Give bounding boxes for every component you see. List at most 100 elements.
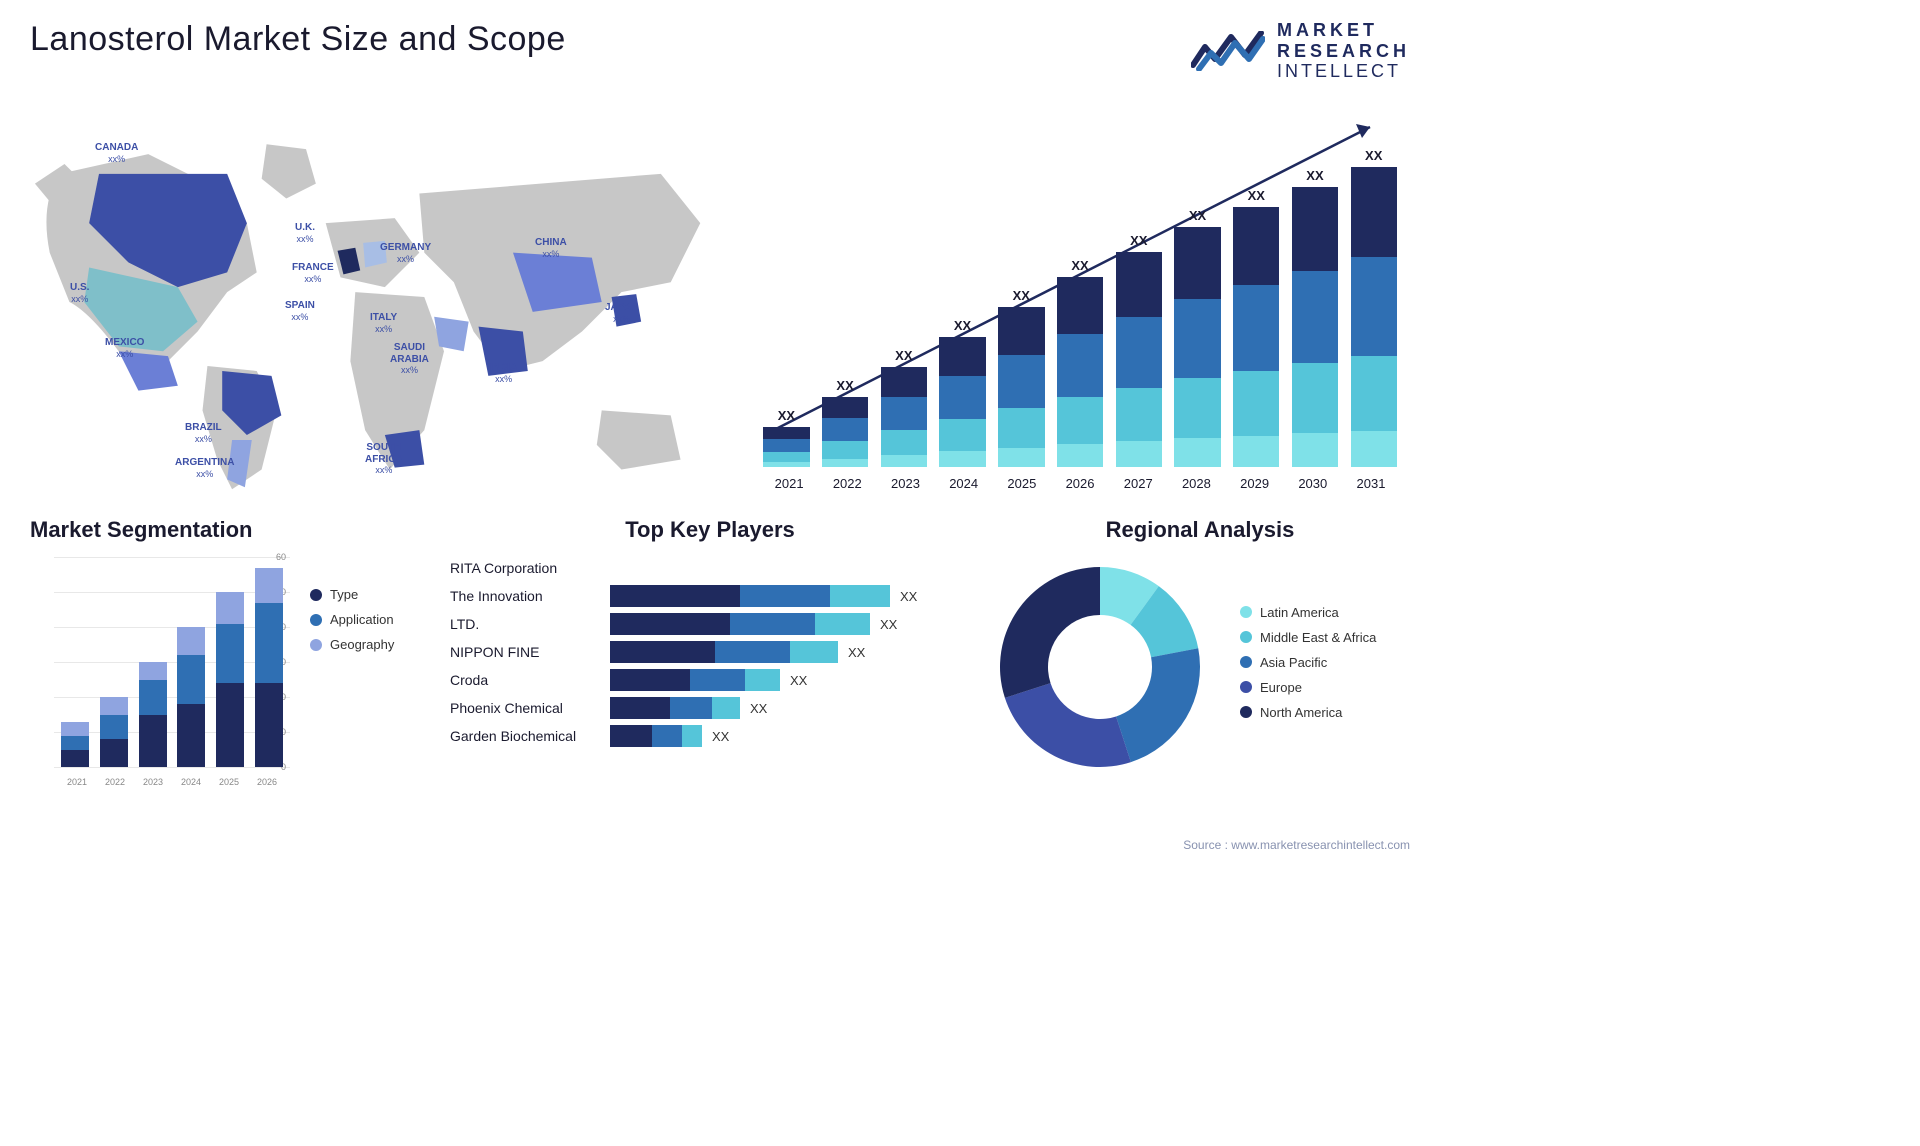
logo-line-3: INTELLECT	[1277, 61, 1410, 82]
source-caption: Source : www.marketresearchintellect.com	[1183, 838, 1410, 852]
country-label: ARGENTINAxx%	[175, 457, 234, 480]
segmentation-legend: Type Application Geography	[310, 557, 430, 787]
regional-title: Regional Analysis	[990, 517, 1410, 543]
country-label: CHINAxx%	[535, 237, 567, 260]
player-row: Phoenix Chemical XX	[450, 697, 970, 719]
growth-bar-value: XX	[1013, 288, 1030, 303]
player-name: The Innovation	[450, 588, 610, 604]
player-value: XX	[848, 645, 865, 660]
growth-year-label: 2029	[1226, 476, 1284, 491]
legend-item: North America	[1240, 705, 1410, 720]
regional-panel: Regional Analysis Latin America Middle Ea…	[990, 517, 1410, 787]
country-label: SOUTHAFRICAxx%	[365, 442, 403, 477]
growth-bar-value: XX	[1306, 168, 1323, 183]
player-value: XX	[712, 729, 729, 744]
player-value: XX	[880, 617, 897, 632]
player-row: Croda XX	[450, 669, 970, 691]
seg-year-label: 2024	[172, 777, 210, 787]
country-label: ITALYxx%	[370, 312, 397, 335]
segmentation-panel: Market Segmentation 01020304050602021202…	[30, 517, 430, 787]
player-value: XX	[750, 701, 767, 716]
regional-donut	[990, 557, 1210, 777]
growth-bar-value: XX	[1189, 208, 1206, 223]
segmentation-title: Market Segmentation	[30, 517, 430, 543]
growth-bar: XX	[1347, 148, 1400, 467]
seg-year-label: 2021	[58, 777, 96, 787]
growth-bar: XX	[877, 348, 930, 467]
country-label: SPAINxx%	[285, 300, 315, 323]
growth-year-label: 2030	[1284, 476, 1342, 491]
growth-bar-value: XX	[1130, 233, 1147, 248]
growth-year-label: 2026	[1051, 476, 1109, 491]
growth-year-label: 2023	[876, 476, 934, 491]
growth-bar: XX	[1054, 258, 1107, 467]
growth-year-label: 2027	[1109, 476, 1167, 491]
growth-bar-value: XX	[954, 318, 971, 333]
country-label: MEXICOxx%	[105, 337, 144, 360]
regional-legend: Latin America Middle East & Africa Asia Pa…	[1240, 605, 1410, 730]
growth-year-label: 2021	[760, 476, 818, 491]
growth-bar-value: XX	[836, 378, 853, 393]
seg-year-label: 2025	[210, 777, 248, 787]
seg-bar	[135, 662, 170, 767]
growth-year-label: 2024	[935, 476, 993, 491]
seg-year-label: 2026	[248, 777, 286, 787]
country-label: U.S.xx%	[70, 282, 89, 305]
growth-bar: XX	[760, 408, 813, 467]
brand-logo: MARKET RESEARCH INTELLECT	[1191, 20, 1410, 82]
growth-chart: XXXXXXXXXXXXXXXXXXXXXX 20212022202320242…	[750, 102, 1410, 497]
growth-bar-value: XX	[895, 348, 912, 363]
logo-line-2: RESEARCH	[1277, 41, 1410, 62]
growth-bar: XX	[1171, 208, 1224, 467]
player-row: RITA Corporation	[450, 557, 970, 579]
player-row: LTD. XX	[450, 613, 970, 635]
player-name: LTD.	[450, 616, 610, 632]
growth-bar: XX	[936, 318, 989, 467]
legend-item: Type	[310, 587, 430, 602]
legend-item: Europe	[1240, 680, 1410, 695]
country-label: GERMANYxx%	[380, 242, 431, 265]
seg-year-label: 2023	[134, 777, 172, 787]
seg-bar	[97, 697, 132, 767]
growth-bar-value: XX	[1248, 188, 1265, 203]
seg-bar	[251, 568, 286, 768]
growth-bar: XX	[819, 378, 872, 467]
player-value: XX	[790, 673, 807, 688]
player-name: RITA Corporation	[450, 560, 610, 576]
growth-bar: XX	[1289, 168, 1342, 467]
country-label: CANADAxx%	[95, 142, 138, 165]
growth-bar: XX	[995, 288, 1048, 467]
player-name: Garden Biochemical	[450, 728, 610, 744]
seg-bar	[174, 627, 209, 767]
page-title: Lanosterol Market Size and Scope	[30, 20, 566, 59]
legend-item: Middle East & Africa	[1240, 630, 1410, 645]
country-label: INDIAxx%	[490, 362, 517, 385]
player-name: NIPPON FINE	[450, 644, 610, 660]
seg-bar	[213, 592, 248, 767]
player-row: Garden Biochemical XX	[450, 725, 970, 747]
player-row: The Innovation XX	[450, 585, 970, 607]
player-value: XX	[900, 589, 917, 604]
growth-bar: XX	[1230, 188, 1283, 467]
country-label: BRAZILxx%	[185, 422, 222, 445]
player-name: Phoenix Chemical	[450, 700, 610, 716]
legend-item: Asia Pacific	[1240, 655, 1410, 670]
growth-year-label: 2025	[993, 476, 1051, 491]
country-label: SAUDIARABIAxx%	[390, 342, 429, 377]
country-label: FRANCExx%	[292, 262, 334, 285]
country-label: U.K.xx%	[295, 222, 315, 245]
key-players-title: Top Key Players	[450, 517, 970, 543]
legend-item: Latin America	[1240, 605, 1410, 620]
logo-line-1: MARKET	[1277, 20, 1410, 41]
growth-year-label: 2028	[1167, 476, 1225, 491]
legend-item: Application	[310, 612, 430, 627]
player-row: NIPPON FINE XX	[450, 641, 970, 663]
seg-year-label: 2022	[96, 777, 134, 787]
player-name: Croda	[450, 672, 610, 688]
growth-bar-value: XX	[1071, 258, 1088, 273]
legend-item: Geography	[310, 637, 430, 652]
key-players-panel: Top Key Players RITA Corporation The Inno…	[450, 517, 970, 787]
growth-bar: XX	[1112, 233, 1165, 467]
logo-mark-icon	[1191, 31, 1265, 71]
country-label: JAPANxx%	[605, 302, 638, 325]
